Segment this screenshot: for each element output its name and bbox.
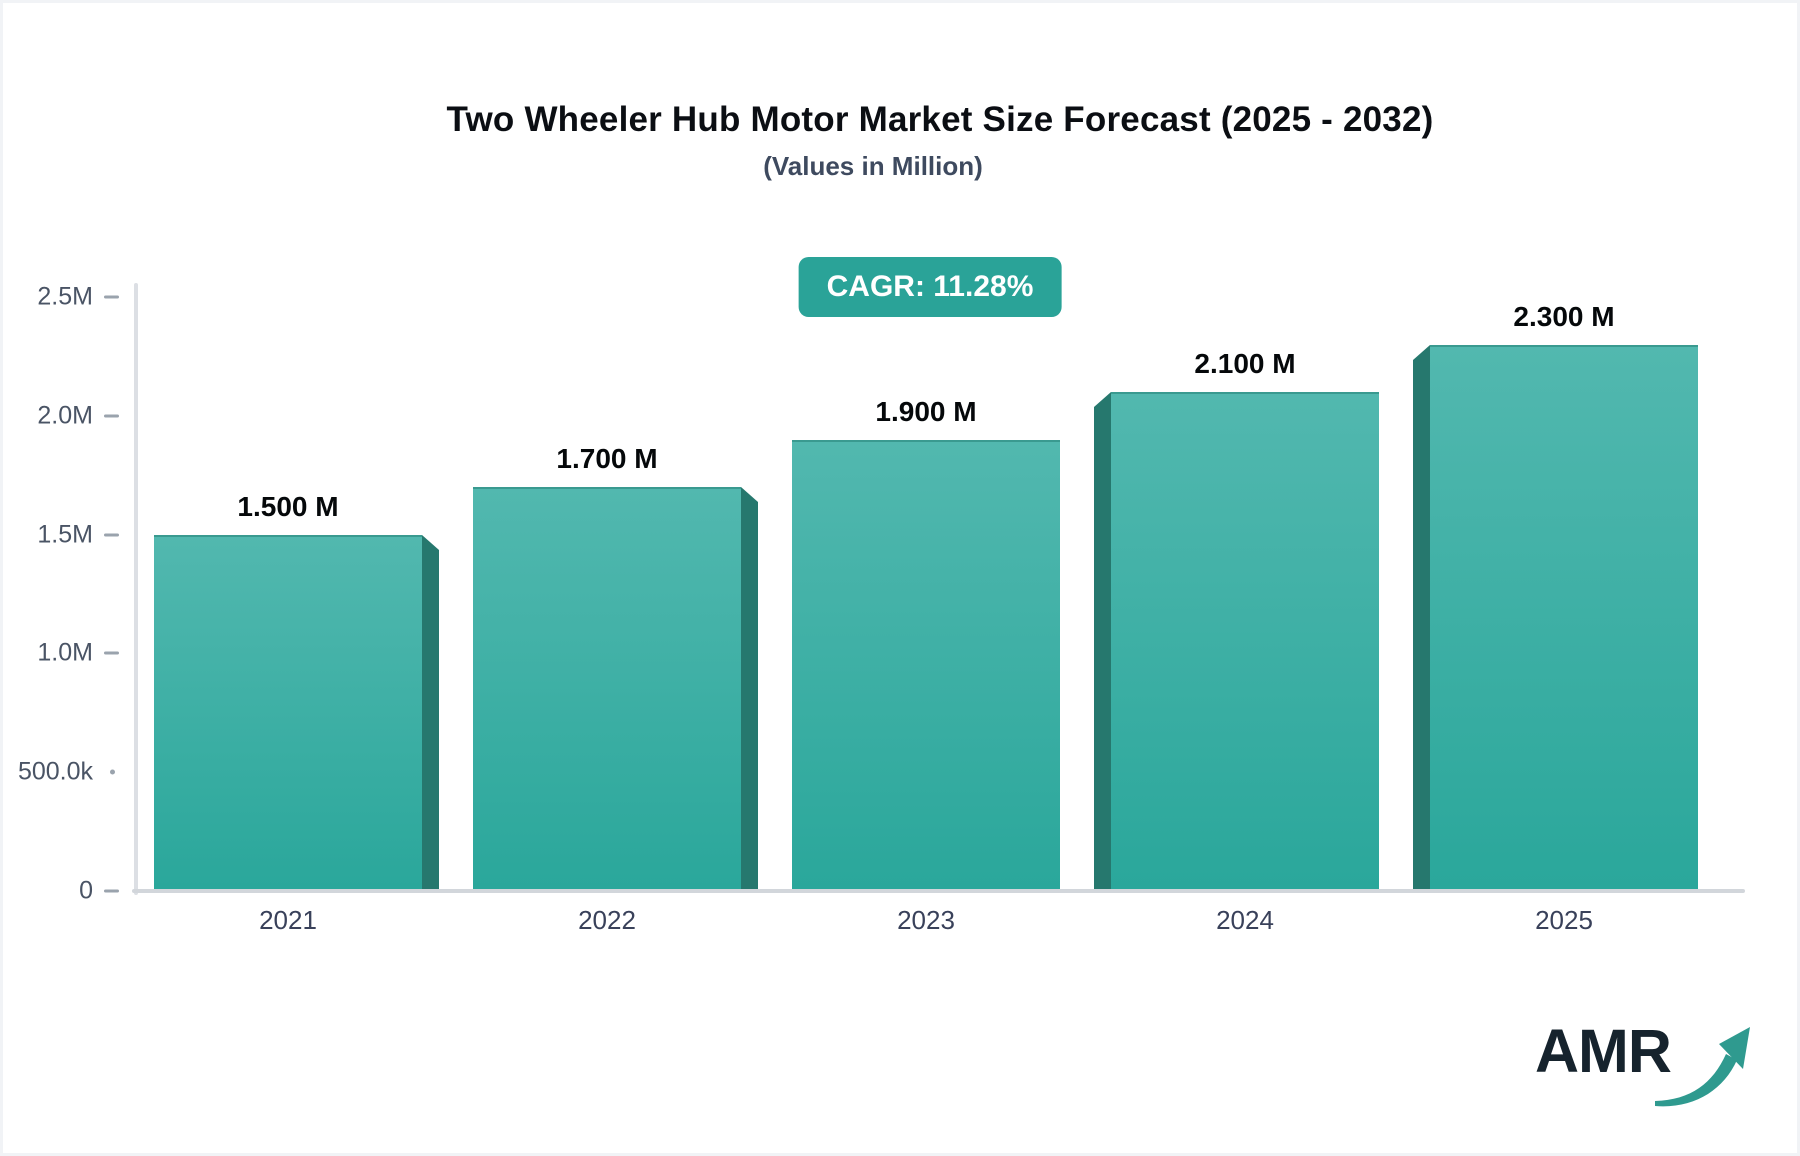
bar-2024: [1111, 392, 1379, 889]
y-axis-tick-mark: [104, 889, 119, 893]
bar-2022: [473, 487, 741, 889]
x-axis-label-2022: 2022: [578, 905, 636, 935]
y-axis-line: [134, 283, 138, 895]
y-axis-tick-dot: [110, 769, 115, 775]
chart-subtitle: (Values in Million): [763, 151, 983, 181]
y-axis-tick-label: 1.5M: [37, 520, 93, 549]
chart-title: Two Wheeler Hub Motor Market Size Foreca…: [446, 100, 1434, 139]
x-axis-label-2025: 2025: [1535, 905, 1593, 935]
bar-bevel-2022: [741, 487, 758, 889]
amr-logo-text: AMR: [1535, 1017, 1672, 1085]
x-axis-label-2024: 2024: [1216, 905, 1274, 935]
y-axis-tick-label: 0: [79, 876, 93, 905]
bar-bevel-2024: [1094, 392, 1111, 889]
bar-value-label: 2.300 M: [1513, 301, 1615, 332]
chart-card: Two Wheeler Hub Motor Market Size Foreca…: [3, 3, 1797, 1153]
y-axis-tick-label: 2.0M: [37, 401, 93, 430]
bar-2021: [154, 535, 422, 889]
y-axis-tick-label: 1.0M: [37, 638, 93, 667]
bar-2023: [792, 440, 1060, 889]
cagr-badge: CAGR: 11.28%: [798, 257, 1062, 317]
bar-value-label: 1.500 M: [237, 491, 339, 522]
x-axis-label-2021: 2021: [259, 905, 317, 935]
bar-bevel-2025: [1413, 345, 1430, 889]
y-axis-tick-label: 500.0k: [17, 757, 93, 786]
y-axis-tick-label: 2.5M: [37, 282, 93, 311]
y-axis-tick-mark: [104, 651, 119, 655]
amr-logo: AMR: [1535, 1021, 1753, 1107]
bar-value-label: 2.100 M: [1194, 348, 1296, 379]
y-axis-tick-mark: [104, 533, 119, 537]
bar-value-label: 1.700 M: [556, 443, 658, 474]
x-axis-label-2023: 2023: [897, 905, 955, 935]
bar-value-label: 1.900 M: [875, 396, 977, 427]
bar-bevel-2021: [422, 535, 439, 889]
y-axis-tick-mark: [104, 414, 119, 418]
bar-2025: [1430, 345, 1698, 889]
y-axis-tick-mark: [104, 295, 119, 299]
growth-arrow-icon: [1654, 1027, 1750, 1107]
x-axis-line: [132, 889, 1745, 893]
